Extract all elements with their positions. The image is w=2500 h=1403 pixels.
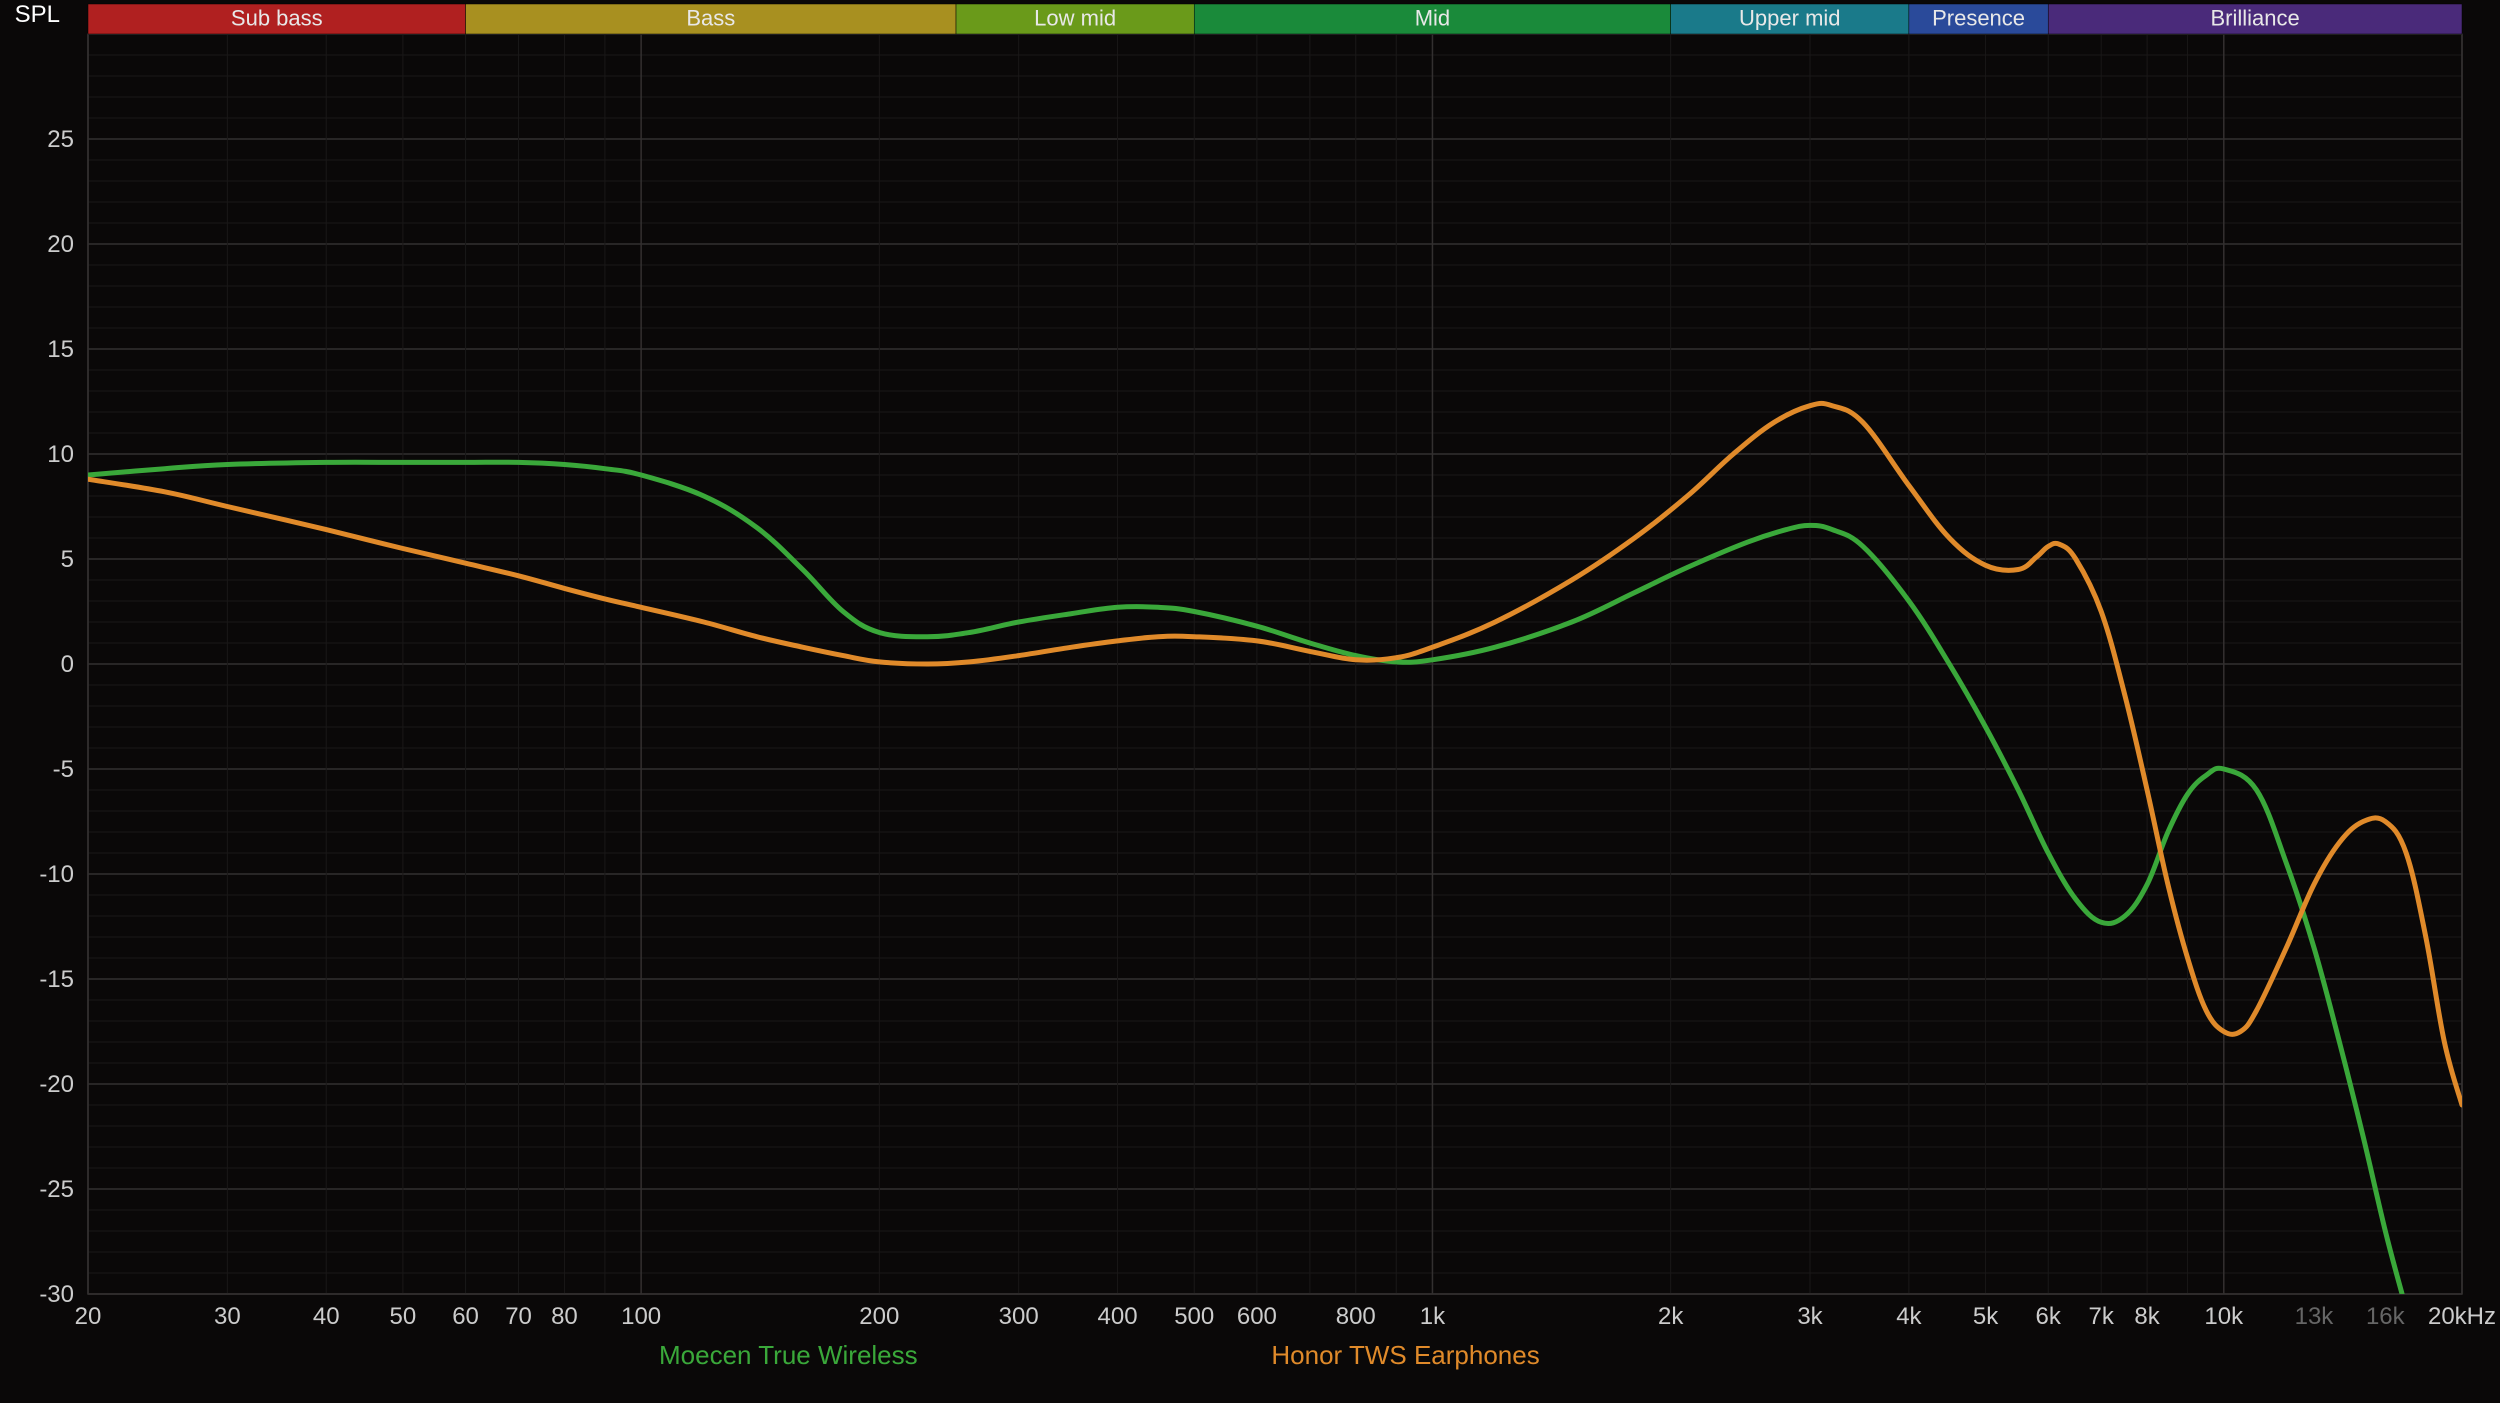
x-tick-label: 20	[75, 1303, 102, 1330]
legend-label: Honor TWS Earphones	[1271, 1340, 1539, 1370]
y-tick-label: 15	[47, 336, 74, 363]
x-tick-label: 3k	[1797, 1303, 1823, 1330]
x-tick-label: 50	[390, 1303, 417, 1330]
band-label: Mid	[1415, 6, 1450, 31]
y-tick-label: -5	[53, 756, 74, 783]
y-tick-label: 5	[61, 546, 74, 573]
band-label: Bass	[686, 6, 735, 31]
x-tick-label: 16k	[2366, 1303, 2406, 1330]
y-tick-label: -10	[39, 861, 74, 888]
x-tick-label: 600	[1237, 1303, 1277, 1330]
x-tick-label: 10k	[2204, 1303, 2244, 1330]
x-tick-label: 1k	[1420, 1303, 1446, 1330]
x-tick-label: 300	[999, 1303, 1039, 1330]
y-tick-label: 10	[47, 441, 74, 468]
x-tick-label: 500	[1174, 1303, 1214, 1330]
band-label: Brilliance	[2210, 6, 2299, 31]
y-tick-label: -30	[39, 1281, 74, 1308]
x-tick-label: 100	[621, 1303, 661, 1330]
x-tick-label: 60	[452, 1303, 479, 1330]
y-tick-label: 0	[61, 651, 74, 678]
x-tick-label: 4k	[1896, 1303, 1922, 1330]
y-tick-label: -15	[39, 966, 74, 993]
x-tick-label: 8k	[2134, 1303, 2160, 1330]
x-tick-label: 40	[313, 1303, 340, 1330]
y-tick-label: 20	[47, 231, 74, 258]
x-tick-label: 400	[1098, 1303, 1138, 1330]
y-tick-label: 25	[47, 126, 74, 153]
x-tick-label: 2k	[1658, 1303, 1684, 1330]
band-label: Presence	[1932, 6, 2025, 31]
x-tick-label: 5k	[1973, 1303, 1999, 1330]
x-tick-label: 20kHz	[2428, 1303, 2496, 1330]
y-tick-label: -25	[39, 1176, 74, 1203]
chart-svg: Sub bass Bass Low mid Mid Upper mid Presence B…	[0, 0, 2500, 1403]
x-tick-label: 30	[214, 1303, 241, 1330]
frequency-response-chart: Sub bass Bass Low mid Mid Upper mid Presence B…	[0, 0, 2500, 1403]
x-tick-label: 200	[859, 1303, 899, 1330]
x-tick-label: 70	[505, 1303, 532, 1330]
band-label: Upper mid	[1739, 6, 1840, 31]
y-tick-label: -20	[39, 1071, 74, 1098]
band-label: Low mid	[1034, 6, 1116, 31]
x-tick-label: 800	[1336, 1303, 1376, 1330]
x-tick-label: 6k	[2036, 1303, 2062, 1330]
x-tick-label: 7k	[2089, 1303, 2115, 1330]
band-label: Sub bass	[231, 6, 323, 31]
x-tick-label: 13k	[2295, 1303, 2335, 1330]
x-tick-label: 80	[551, 1303, 578, 1330]
y-axis-label: SPL	[15, 1, 60, 28]
legend-label: Moecen True Wireless	[659, 1340, 918, 1370]
